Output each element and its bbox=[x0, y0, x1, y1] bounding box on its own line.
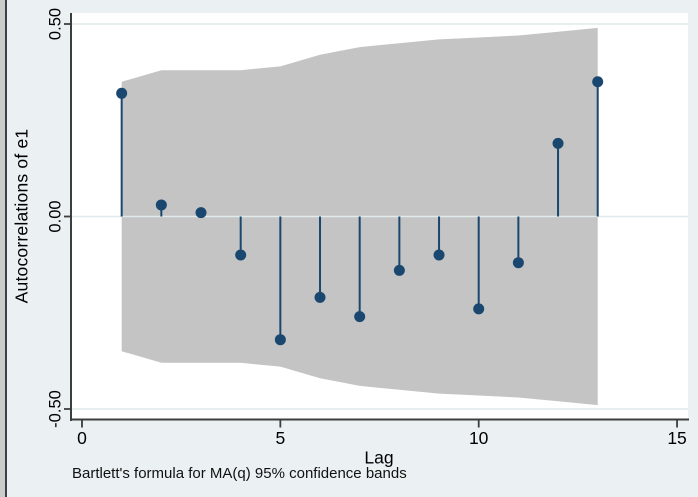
x-axis-title: Lag bbox=[364, 447, 394, 468]
dot-lag-3 bbox=[195, 207, 207, 219]
dot-lag-6 bbox=[314, 291, 326, 303]
dot-lag-12 bbox=[552, 137, 564, 149]
dot-lag-11 bbox=[512, 257, 524, 269]
y-axis-title: Autocorrelations of e1 bbox=[11, 128, 32, 304]
dot-lag-7 bbox=[354, 311, 366, 323]
dot-lag-5 bbox=[274, 334, 286, 346]
chart-note: Bartlett's formula for MA(q) 95% confide… bbox=[72, 465, 407, 482]
window-left-border bbox=[0, 0, 7, 497]
dot-lag-4 bbox=[235, 249, 247, 261]
dot-lag-1 bbox=[116, 87, 128, 99]
dot-lag-2 bbox=[155, 199, 167, 211]
dot-lag-8 bbox=[393, 264, 405, 276]
dot-lag-10 bbox=[473, 303, 485, 315]
x-tick-label-10: 10 bbox=[469, 428, 489, 448]
y-tick-label-0.00: 0.00 bbox=[46, 200, 64, 232]
y-tick-label-0.50: 0.50 bbox=[46, 8, 64, 40]
y-tick-label--0.50: -0.50 bbox=[46, 390, 64, 428]
x-tick-label-5: 5 bbox=[275, 428, 285, 448]
dot-lag-9 bbox=[433, 249, 445, 261]
x-tick-label-0: 0 bbox=[77, 428, 87, 448]
x-tick-label-15: 15 bbox=[667, 428, 686, 448]
dot-lag-13 bbox=[592, 76, 604, 88]
